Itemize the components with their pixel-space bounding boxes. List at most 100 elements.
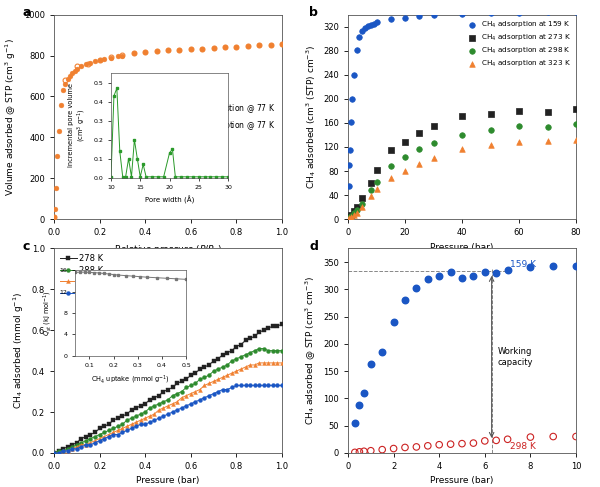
Text: Working
capacity: Working capacity [497,347,533,367]
Y-axis label: Volume adsorbed @ STP (cm$^3$ g$^{-1}$): Volume adsorbed @ STP (cm$^3$ g$^{-1}$) [4,38,19,196]
308 K [233,382,240,388]
Point [412,443,421,451]
Point [434,272,444,280]
CH$_4$ adsorption at 298 K [358,200,367,207]
Point [526,263,535,271]
X-axis label: Relative pressure ($P$/$P_0$): Relative pressure ($P$/$P_0$) [114,243,222,256]
Line: 278 K: 278 K [52,322,284,455]
CH$_4$ adsorption at 273 K [457,112,467,120]
CH$_4$ adsorption at 298 K [372,178,382,186]
X-axis label: CH$_4$ uptake (mmol g$^{-1}$): CH$_4$ uptake (mmol g$^{-1}$) [91,374,170,386]
CH$_4$ adsorption at 298 K [514,122,524,130]
Text: 298 K: 298 K [510,442,536,451]
Point [571,262,581,270]
CH$_4$ adsorption at 159 K [543,8,553,16]
308 K [50,450,58,456]
CH$_4$ adsorption at 273 K [366,179,376,187]
Point [355,401,364,409]
CH$_4$ adsorption at 159 K [415,13,424,20]
CH$_4$ adsorption at 159 K [346,118,356,126]
CH$_4$ adsorption at 159 K [349,71,359,79]
X-axis label: Pressure (bar): Pressure (bar) [430,243,494,252]
Point [366,447,376,455]
Legend: CH$_4$ adsorption at 159 K, CH$_4$ adsorption at 273 K, CH$_4$ adsorption at 298: CH$_4$ adsorption at 159 K, CH$_4$ adsor… [463,18,572,71]
CH$_4$ adsorption at 159 K [457,10,467,18]
CH$_4$ adsorption at 273 K [349,207,359,215]
CH$_4$ adsorption at 159 K [366,21,376,29]
278 K [101,423,108,429]
Y-axis label: $Q_{st}$ (kJ mol$^{-1}$): $Q_{st}$ (kJ mol$^{-1}$) [41,290,54,336]
Y-axis label: CH$_4$ adsorbed @ STP (cm$^3$ cm$^{-3}$): CH$_4$ adsorbed @ STP (cm$^3$ cm$^{-3}$) [304,276,317,425]
Point [548,432,558,440]
CH$_4$ adsorption at 273 K [344,213,354,221]
CH$_4$ adsorption at 323 K [571,136,581,144]
Text: d: d [309,240,318,253]
278 K [124,411,131,417]
Point [491,269,501,277]
Point [480,268,490,276]
Y-axis label: CH$_4$ adsorbed (mmol g$^{-1}$): CH$_4$ adsorbed (mmol g$^{-1}$) [12,292,26,409]
CH$_4$ adsorption at 273 K [400,138,410,146]
Point [400,444,410,451]
Text: b: b [309,6,318,19]
Point [389,445,398,452]
CH$_4$ adsorption at 298 K [344,214,354,222]
CH$_4$ adsorption at 298 K [352,206,361,213]
Point [457,440,467,448]
Point [434,441,444,449]
278 K [50,450,58,456]
CH$_4$ adsorption at 323 K [352,208,361,216]
Point [377,446,387,453]
298 K [215,376,222,382]
Point [412,284,421,292]
298 K [256,360,263,366]
CH$_4$ adsorption at 159 K [358,28,367,36]
CH$_4$ adsorption at 159 K [369,20,379,28]
CH$_4$ adsorption at 159 K [345,146,355,154]
298 K [101,433,108,439]
Point [457,275,467,282]
Point [571,432,581,440]
CH$_4$ adsorption at 159 K [344,161,354,169]
CH$_4$ adsorption at 273 K [571,105,581,113]
308 K [101,436,108,442]
CH$_4$ adsorption at 273 K [543,108,553,116]
Text: 159 K: 159 K [510,260,536,269]
CH$_4$ adsorption at 159 K [571,8,581,16]
CH$_4$ adsorption at 159 K [486,10,496,18]
CH$_4$ adsorption at 159 K [372,19,382,26]
Point [423,442,433,450]
CH$_4$ adsorption at 298 K [386,162,395,170]
Y-axis label: CH$_4$ adsorbed (cm$^3$ (STP) cm$^{-3}$): CH$_4$ adsorbed (cm$^3$ (STP) cm$^{-3}$) [304,45,317,189]
CH$_4$ adsorption at 273 K [386,146,395,154]
CH$_4$ adsorption at 273 K [372,166,382,174]
CH$_4$ adsorption at 323 K [372,185,382,193]
Legend: N$_2$ adsorption @ 77 K, N$_2$ desorption @ 77 K: N$_2$ adsorption @ 77 K, N$_2$ desorptio… [170,99,278,135]
Text: c: c [22,240,29,253]
Line: 298 K: 298 K [52,361,284,455]
CH$_4$ adsorption at 323 K [400,167,410,175]
CH$_4$ adsorption at 273 K [352,203,361,211]
Point [526,433,535,441]
X-axis label: Pressure (bar): Pressure (bar) [430,476,494,486]
288 K [278,348,286,354]
CH$_4$ adsorption at 159 K [428,11,438,19]
CH$_4$ adsorption at 159 K [347,95,357,103]
CH$_4$ adsorption at 273 K [358,194,367,202]
CH$_4$ adsorption at 159 K [514,9,524,17]
CH$_4$ adsorption at 323 K [358,203,367,211]
Point [350,449,359,456]
Point [400,296,410,304]
CH$_4$ adsorption at 273 K [344,214,353,222]
X-axis label: Pressure (bar): Pressure (bar) [136,476,200,486]
CH$_4$ adsorption at 298 K [366,187,376,194]
CH$_4$ adsorption at 273 K [514,107,524,115]
298 K [119,426,126,431]
288 K [201,375,208,380]
CH$_4$ adsorption at 323 K [428,154,438,162]
CH$_4$ adsorption at 298 K [543,123,553,131]
CH$_4$ adsorption at 298 K [486,126,496,134]
CH$_4$ adsorption at 159 K [352,46,361,54]
CH$_4$ adsorption at 298 K [346,212,356,220]
CH$_4$ adsorption at 323 K [543,137,553,145]
